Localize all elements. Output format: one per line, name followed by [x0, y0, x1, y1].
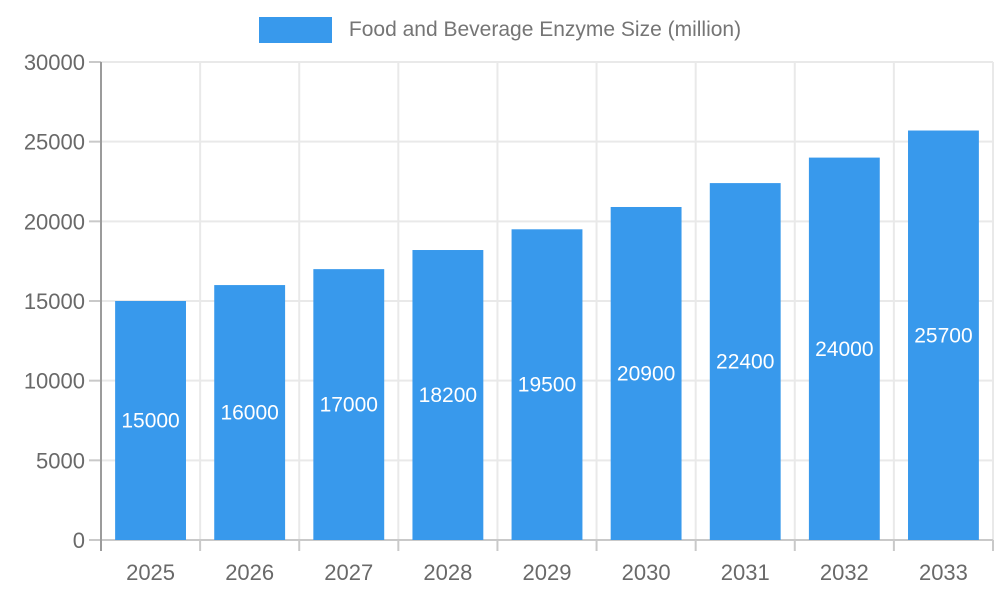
x-tick-label: 2028 [423, 560, 472, 585]
bar-2028[interactable] [412, 250, 484, 540]
x-tick-label: 2025 [126, 560, 175, 585]
bar-value-label: 22400 [716, 351, 774, 374]
bar-value-label: 17000 [320, 394, 378, 417]
bar-2032[interactable] [808, 157, 880, 540]
x-tick-label: 2029 [523, 560, 572, 585]
y-tick-label: 10000 [24, 369, 85, 394]
bar-2027[interactable] [313, 269, 385, 540]
bar-2030[interactable] [610, 206, 682, 540]
x-tick-label: 2027 [324, 560, 373, 585]
bar-value-label: 20900 [617, 362, 675, 385]
x-tick-label: 2032 [820, 560, 869, 585]
x-tick-label: 2033 [919, 560, 968, 585]
bar-2025[interactable] [115, 301, 186, 540]
bar-2031[interactable] [709, 183, 781, 541]
x-tick-label: 2026 [225, 560, 274, 585]
bar-value-label: 16000 [220, 402, 278, 425]
y-tick-label: 15000 [24, 289, 85, 314]
legend-label[interactable]: Food and Beverage Enzyme Size (million) [348, 18, 742, 41]
x-tick-label: 2030 [622, 560, 671, 585]
y-tick-label: 25000 [24, 130, 85, 155]
bar-value-label: 18200 [419, 384, 477, 407]
y-tick-label: 30000 [24, 50, 85, 75]
y-tick-label: 0 [73, 528, 85, 553]
bar-2033[interactable] [908, 130, 979, 540]
legend: Food and Beverage Enzyme Size (million) [0, 17, 1000, 43]
bar-2029[interactable] [511, 229, 583, 541]
legend-swatch[interactable] [258, 17, 332, 43]
bar-value-label: 15000 [121, 410, 179, 433]
bar-value-label: 25700 [914, 324, 972, 347]
x-tick-label: 2031 [721, 560, 770, 585]
bar-value-label: 19500 [518, 374, 576, 397]
y-tick-label: 5000 [36, 448, 85, 473]
bar-2026[interactable] [214, 285, 286, 540]
bar-value-label: 24000 [815, 338, 873, 361]
y-tick-label: 20000 [24, 209, 85, 234]
